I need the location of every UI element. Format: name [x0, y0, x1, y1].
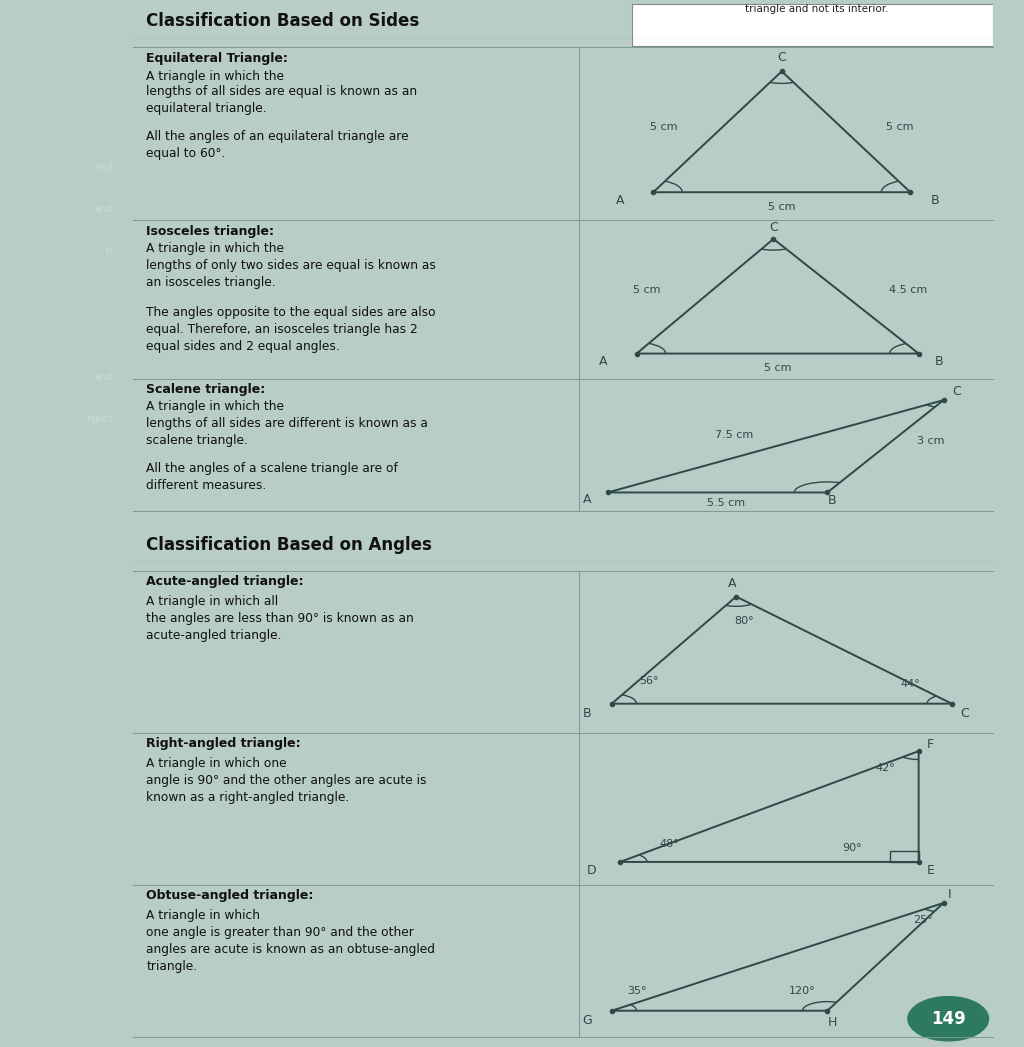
Text: A: A	[728, 577, 736, 589]
Text: triangle and not its interior.: triangle and not its interior.	[745, 4, 889, 14]
Text: The angles opposite to the equal sides are also
equal. Therefore, an isosceles t: The angles opposite to the equal sides a…	[146, 306, 436, 353]
Text: A triangle in which all
the angles are less than 90° is known as an
acute-angled: A triangle in which all the angles are l…	[146, 595, 415, 642]
Text: C: C	[961, 707, 969, 719]
Text: 120°: 120°	[790, 986, 816, 996]
Text: Equilateral Triangle:: Equilateral Triangle:	[146, 52, 289, 65]
Text: All the angles of a scalene triangle are of
different measures.: All the angles of a scalene triangle are…	[146, 462, 398, 492]
Text: A triangle in which the: A triangle in which the	[146, 69, 285, 83]
Text: Classification Based on Angles: Classification Based on Angles	[146, 535, 432, 554]
Text: 42°: 42°	[876, 763, 895, 773]
Text: A: A	[615, 195, 625, 207]
Text: F: F	[927, 738, 934, 751]
Text: H: H	[827, 1016, 837, 1029]
Text: 80°: 80°	[734, 617, 755, 626]
Text: G: G	[583, 1015, 593, 1027]
Text: 5 cm: 5 cm	[764, 363, 792, 373]
Text: A triangle in which
one angle is greater than 90° and the other
angles are acute: A triangle in which one angle is greater…	[146, 909, 435, 973]
Text: Obtuse-angled triangle:: Obtuse-angled triangle:	[146, 889, 314, 903]
Text: B: B	[583, 707, 591, 719]
Text: C: C	[777, 51, 786, 64]
Text: 90°: 90°	[843, 843, 862, 853]
Text: A triangle in which the
lengths of only two sides are equal is known as
an isosc: A triangle in which the lengths of only …	[146, 242, 436, 289]
Text: 4.5 cm: 4.5 cm	[889, 285, 928, 295]
Text: 5.5 cm: 5.5 cm	[707, 497, 744, 508]
Text: A: A	[599, 355, 608, 367]
Text: 5 cm: 5 cm	[886, 122, 913, 132]
Text: B: B	[827, 494, 836, 508]
Text: C: C	[769, 221, 778, 235]
Text: 5 cm: 5 cm	[650, 122, 677, 132]
Text: All the angles of an equilateral triangle are
equal to 60°.: All the angles of an equilateral triangl…	[146, 130, 410, 160]
Text: I: I	[947, 888, 951, 901]
Text: Scalene triangle:: Scalene triangle:	[146, 383, 266, 396]
Circle shape	[908, 997, 988, 1041]
Text: 3 cm: 3 cm	[918, 436, 945, 446]
Text: in: in	[104, 246, 113, 257]
Text: lengths of all sides are equal is known as an
equilateral triangle.: lengths of all sides are equal is known …	[146, 85, 418, 115]
Text: B: B	[935, 355, 944, 367]
Text: A: A	[583, 493, 591, 506]
Text: Isosceles triangle:: Isosceles triangle:	[146, 225, 274, 238]
Text: Acute-angled triangle:: Acute-angled triangle:	[146, 576, 304, 588]
Text: 7.5 cm: 7.5 cm	[715, 430, 754, 441]
Text: E: E	[927, 864, 935, 877]
Text: and: and	[95, 162, 113, 173]
Text: A triangle in which the
lengths of all sides are different is known as a
scalene: A triangle in which the lengths of all s…	[146, 400, 428, 447]
Text: D: D	[587, 864, 596, 877]
Text: 56°: 56°	[639, 676, 658, 686]
Text: ngled: ngled	[86, 414, 113, 424]
Text: and: and	[95, 372, 113, 382]
Text: 25°: 25°	[913, 915, 933, 925]
Text: A triangle in which one
angle is 90° and the other angles are acute is
known as : A triangle in which one angle is 90° and…	[146, 757, 427, 804]
Text: 44°: 44°	[900, 680, 921, 690]
Text: 5 cm: 5 cm	[633, 285, 660, 295]
Text: Classification Based on Sides: Classification Based on Sides	[146, 13, 419, 30]
Text: B: B	[931, 195, 940, 207]
Text: C: C	[952, 385, 961, 398]
Text: Right-angled triangle:: Right-angled triangle:	[146, 737, 301, 751]
Text: 35°: 35°	[627, 986, 646, 996]
Text: 149: 149	[931, 1009, 966, 1028]
Text: 48°: 48°	[659, 839, 680, 849]
Text: and: and	[95, 204, 113, 215]
FancyBboxPatch shape	[632, 4, 993, 46]
Text: 5 cm: 5 cm	[768, 201, 796, 211]
